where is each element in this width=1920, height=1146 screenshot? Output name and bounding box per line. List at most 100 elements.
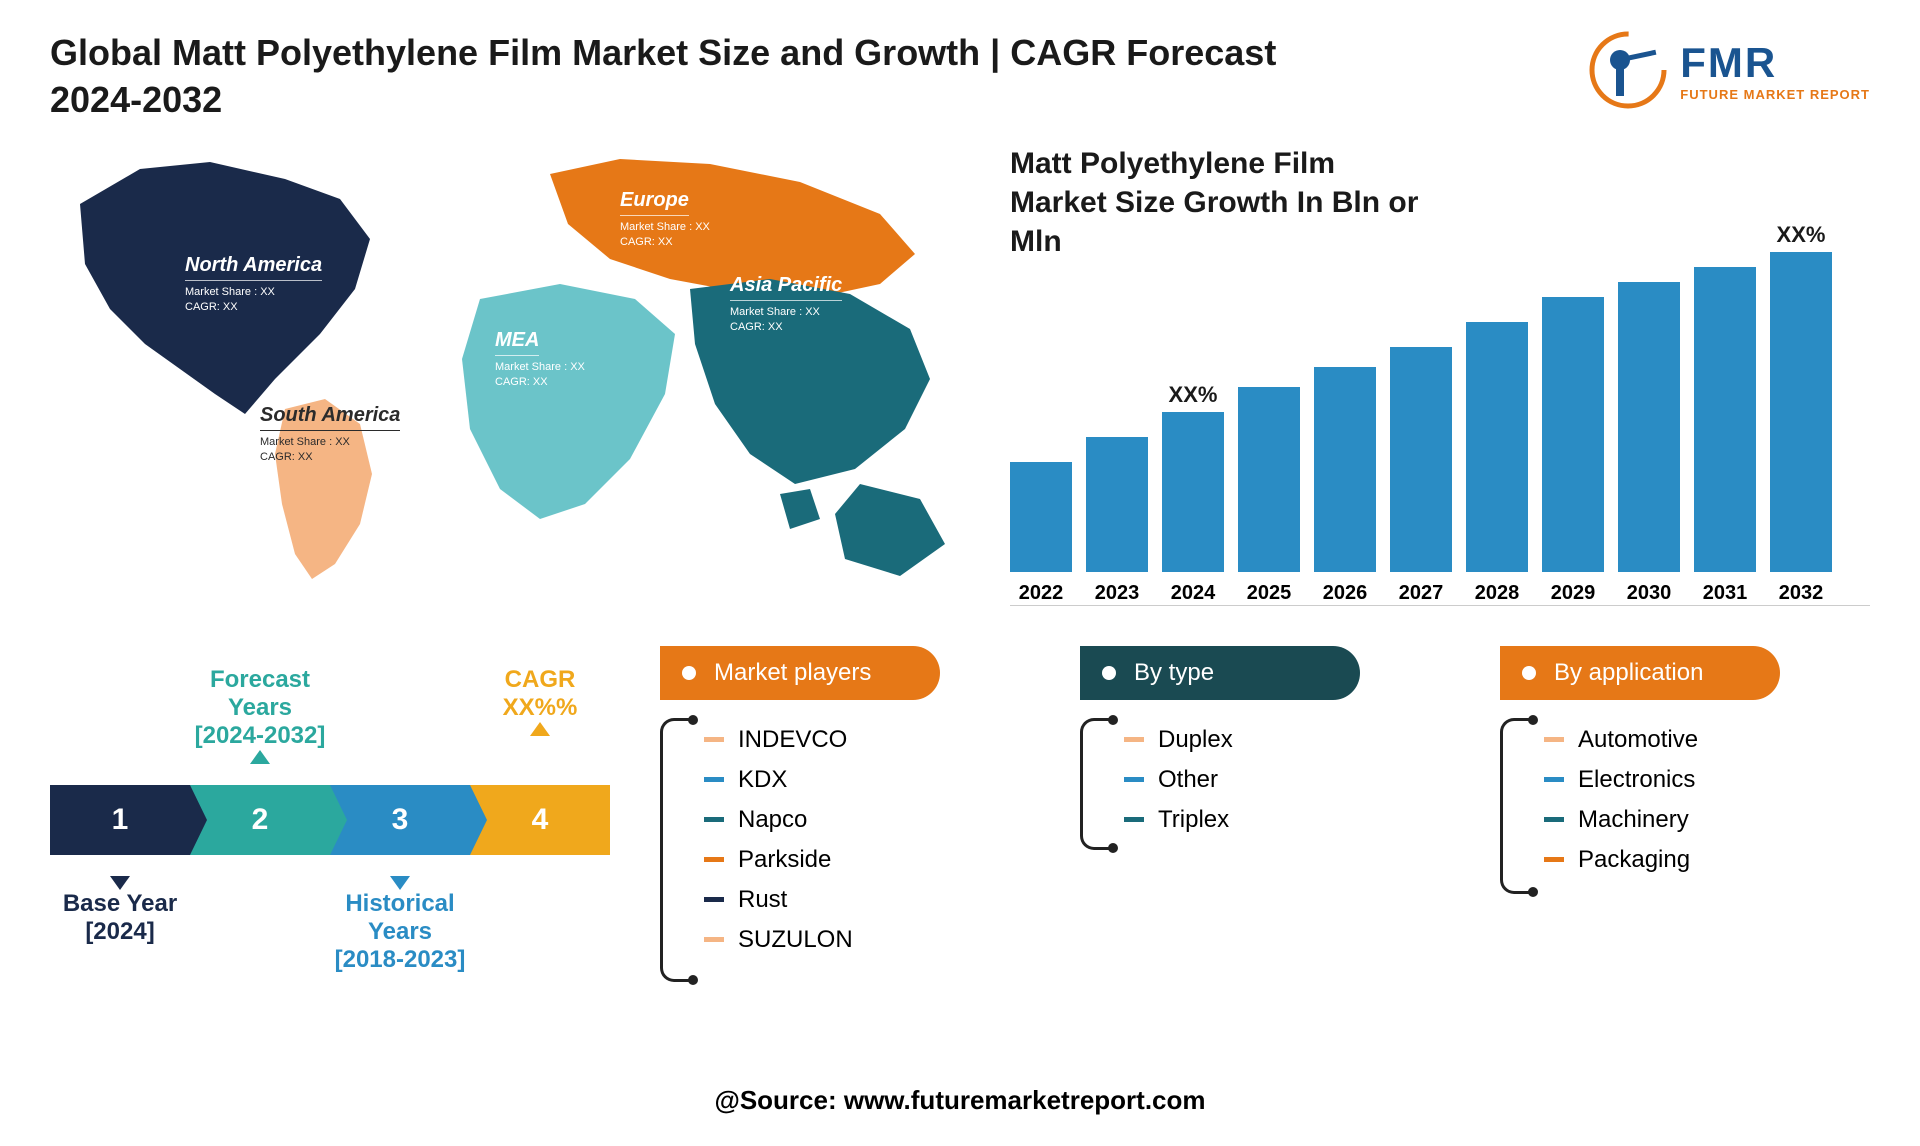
bullet-icon xyxy=(1544,817,1564,822)
bar-year-label: 2026 xyxy=(1323,582,1368,605)
region-cagr: CAGR: XX xyxy=(620,235,710,250)
bar-rect xyxy=(1770,252,1832,572)
category-body: Automotive Electronics Machinery Packaging xyxy=(1500,700,1870,894)
bar-year-label: 2029 xyxy=(1551,582,1596,605)
timeline-top-labels: Forecast Years[2024-2032] CAGRXX%% xyxy=(50,666,610,770)
bar-rect xyxy=(1390,347,1452,572)
dot-icon xyxy=(1522,666,1536,680)
region-mea xyxy=(462,284,675,519)
category-list: INDEVCO KDX Napco Parkside Rust SUZULON xyxy=(690,700,853,982)
category-item-label: Parkside xyxy=(738,846,831,874)
category-item-label: Triplex xyxy=(1158,806,1229,834)
world-map: North America Market Share : XX CAGR: XX… xyxy=(50,144,970,584)
category-title: By type xyxy=(1134,659,1214,687)
category-item: KDX xyxy=(704,766,853,794)
bracket-icon xyxy=(660,718,690,982)
category-item: Other xyxy=(1124,766,1233,794)
timeline-block-2: 2 xyxy=(190,785,330,855)
bullet-icon xyxy=(704,737,724,742)
category-item: Triplex xyxy=(1124,806,1233,834)
category-by-application: By application Automotive Electronics Mach… xyxy=(1500,646,1870,982)
category-item-label: KDX xyxy=(738,766,787,794)
header: Global Matt Polyethylene Film Market Siz… xyxy=(50,30,1870,124)
category-item-label: INDEVCO xyxy=(738,726,847,754)
bracket-icon xyxy=(1500,718,1530,894)
bar-annotation: XX% xyxy=(1169,382,1218,408)
bullet-icon xyxy=(704,897,724,902)
region-share: Market Share : XX xyxy=(495,360,585,375)
category-item-label: Packaging xyxy=(1578,846,1690,874)
category-item: Duplex xyxy=(1124,726,1233,754)
arrow-up-icon xyxy=(250,750,270,764)
chart-title: Matt Polyethylene Film Market Size Growt… xyxy=(1010,144,1430,261)
region-name: MEA xyxy=(495,329,539,356)
bar-year-label: 2023 xyxy=(1095,582,1140,605)
category-item-label: Napco xyxy=(738,806,807,834)
category-by-type: By type Duplex Other Triplex xyxy=(1080,646,1450,982)
region-label-europe: Europe Market Share : XX CAGR: XX xyxy=(620,189,710,251)
category-item: Automotive xyxy=(1544,726,1698,754)
logo-main: FMR xyxy=(1680,39,1870,87)
bar-2029: 2029 xyxy=(1542,297,1604,605)
bar-2025: 2025 xyxy=(1238,387,1300,605)
region-label-north-america: North America Market Share : XX CAGR: XX xyxy=(185,254,322,316)
category-item-label: Automotive xyxy=(1578,726,1698,754)
region-cagr: CAGR: XX xyxy=(495,375,585,390)
region-label-mea: MEA Market Share : XX CAGR: XX xyxy=(495,329,585,391)
category-item-label: Rust xyxy=(738,886,787,914)
region-name: Asia Pacific xyxy=(730,274,842,301)
timeline-block-4: 4 xyxy=(470,785,610,855)
arrow-down-icon xyxy=(110,876,130,890)
category-body: INDEVCO KDX Napco Parkside Rust SUZULON xyxy=(660,700,1030,982)
bullet-icon xyxy=(1124,777,1144,782)
timeline-bottom-label: Base Year[2024] xyxy=(50,890,190,946)
category-item: Electronics xyxy=(1544,766,1698,794)
category-header: By application xyxy=(1500,646,1780,700)
category-list: Duplex Other Triplex xyxy=(1110,700,1233,850)
bar-rect xyxy=(1542,297,1604,572)
region-share: Market Share : XX xyxy=(260,435,400,450)
bar-year-label: 2031 xyxy=(1703,582,1748,605)
category-item-label: Electronics xyxy=(1578,766,1695,794)
category-item: Parkside xyxy=(704,846,853,874)
region-cagr: CAGR: XX xyxy=(185,300,322,315)
category-title: By application xyxy=(1554,659,1703,687)
bar-year-label: 2025 xyxy=(1247,582,1292,605)
region-name: Europe xyxy=(620,189,689,216)
bullet-icon xyxy=(1124,737,1144,742)
dot-icon xyxy=(682,666,696,680)
bar-year-label: 2027 xyxy=(1399,582,1444,605)
timeline: Forecast Years[2024-2032]CAGRXX%% 1234 B… xyxy=(50,646,610,974)
category-item: Rust xyxy=(704,886,853,914)
bullet-icon xyxy=(1124,817,1144,822)
bullet-icon xyxy=(1544,777,1564,782)
categories: Market players INDEVCO KDX Napco Parkside Ru… xyxy=(660,646,1870,982)
timeline-top-label: Forecast Years[2024-2032] xyxy=(190,666,330,750)
category-item-label: Machinery xyxy=(1578,806,1689,834)
dot-icon xyxy=(1102,666,1116,680)
region-name: North America xyxy=(185,254,322,281)
region-share: Market Share : XX xyxy=(730,305,842,320)
bracket-icon xyxy=(1080,718,1110,850)
category-title: Market players xyxy=(714,659,871,687)
region-cagr: CAGR: XX xyxy=(730,320,842,335)
bar-year-label: 2028 xyxy=(1475,582,1520,605)
bar-rect xyxy=(1162,412,1224,572)
category-header: Market players xyxy=(660,646,940,700)
bar-2032: XX% 2032 xyxy=(1770,252,1832,605)
category-item: Machinery xyxy=(1544,806,1698,834)
category-item-label: SUZULON xyxy=(738,926,853,954)
bar-chart: Matt Polyethylene Film Market Size Growt… xyxy=(1010,144,1870,606)
category-body: Duplex Other Triplex xyxy=(1080,700,1450,850)
bar-rect xyxy=(1466,322,1528,572)
category-item: SUZULON xyxy=(704,926,853,954)
arrow-up-icon xyxy=(530,722,550,736)
bar-year-label: 2024 xyxy=(1171,582,1216,605)
category-item: Packaging xyxy=(1544,846,1698,874)
timeline-bottom-labels: Base Year[2024]Historical Years[2018-202… xyxy=(50,870,610,974)
timeline-top-label: CAGRXX%% xyxy=(470,666,610,722)
bullet-icon xyxy=(1544,737,1564,742)
bar-rect xyxy=(1238,387,1300,572)
bullet-icon xyxy=(704,857,724,862)
category-item: INDEVCO xyxy=(704,726,853,754)
